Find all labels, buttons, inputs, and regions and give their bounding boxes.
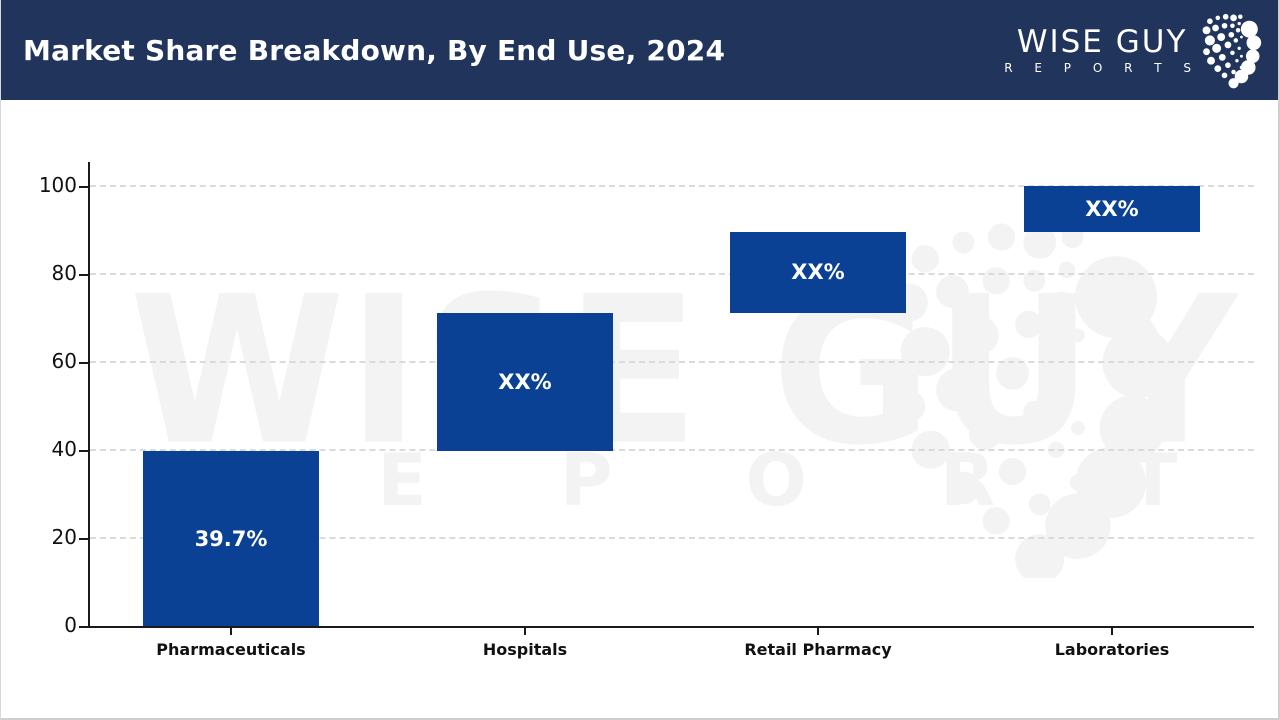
bar-value-label: XX% [1085, 197, 1139, 222]
category-label: Laboratories [1054, 640, 1170, 659]
watermark-head-icon [889, 223, 1174, 578]
category-label: Retail Pharmacy [744, 640, 892, 659]
y-tick [79, 185, 88, 188]
bar-value-label: 39.7% [194, 526, 268, 551]
y-tick [79, 273, 88, 276]
logo-wordmark: WISE GUY [1016, 23, 1188, 60]
gridline [90, 184, 1254, 187]
chart-title: Market Share Breakdown, By End Use, 2024 [23, 33, 726, 67]
gridline [90, 272, 1254, 275]
x-tick [230, 628, 232, 635]
y-tick-label: 20 [51, 524, 77, 549]
y-tick-label: 80 [51, 260, 77, 285]
y-tick-label: 40 [51, 436, 77, 461]
wiseguy-logo: WISE GUY R E P O R T S [1004, 9, 1264, 91]
x-tick [1111, 628, 1113, 635]
gridline [90, 448, 1254, 451]
y-axis-line [88, 162, 90, 628]
y-tick-label: 0 [64, 613, 77, 637]
logo-subtitle: R E P O R T S [1004, 60, 1200, 75]
bar-value-label: XX% [791, 260, 845, 285]
y-tick [79, 537, 88, 540]
x-tick [524, 628, 526, 635]
gridline [90, 360, 1254, 363]
bar-value-label: XX% [498, 370, 552, 395]
x-axis-line [88, 626, 1254, 628]
header: Market Share Breakdown, By End Use, 2024… [1, 0, 1278, 100]
bar-laboratories: XX% [1024, 186, 1200, 232]
x-tick [817, 628, 819, 635]
category-label: Pharmaceuticals [156, 640, 306, 659]
y-tick-label: 60 [51, 348, 77, 373]
category-label: Hospitals [482, 640, 568, 659]
y-tick-label: 100 [38, 172, 77, 197]
y-tick [79, 361, 88, 364]
bar-hospitals: XX% [437, 313, 613, 452]
bar-pharmaceuticals: 39.7% [143, 451, 319, 626]
y-tick [79, 449, 88, 452]
logo-head-icon [1202, 13, 1262, 89]
gridline [90, 536, 1254, 539]
y-tick [79, 626, 88, 628]
logo-text: WISE GUY R E P O R T S [1004, 23, 1200, 75]
bar-retail-pharmacy: XX% [730, 231, 906, 314]
